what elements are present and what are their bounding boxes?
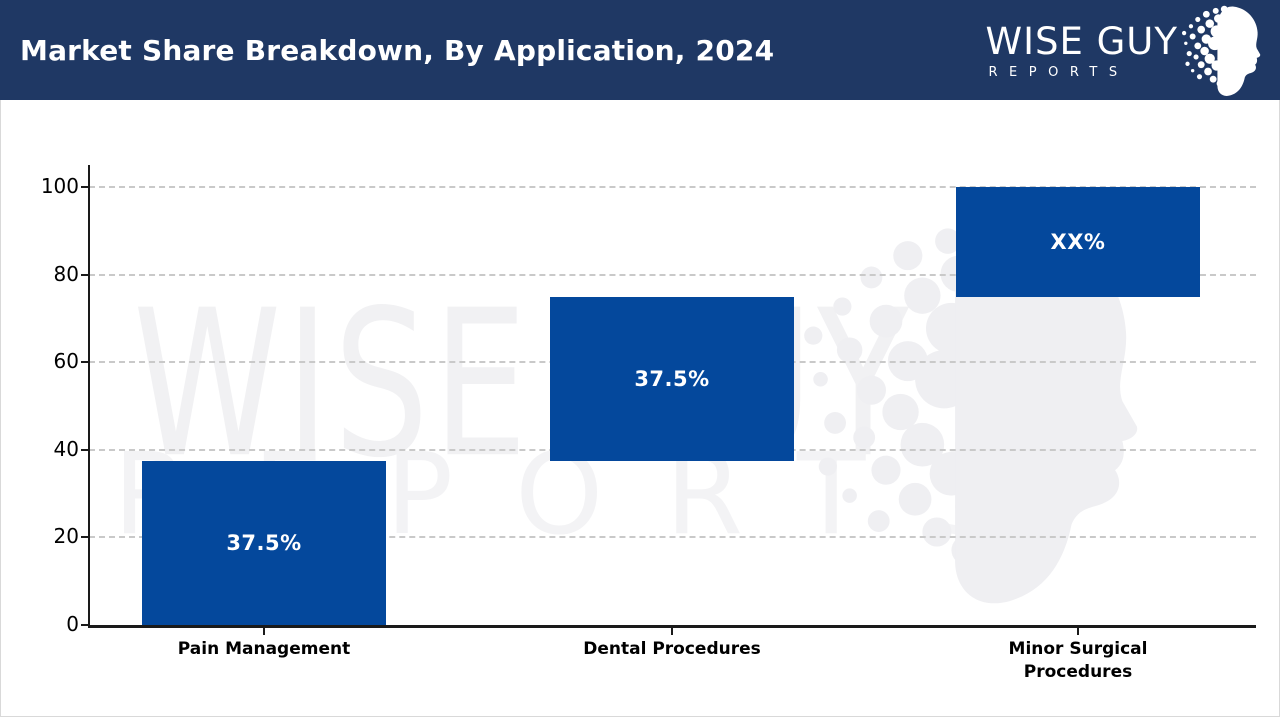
y-tick-label: 20	[53, 524, 79, 549]
x-tick-3	[1077, 628, 1079, 635]
bar-value-label: 37.5%	[634, 366, 710, 391]
y-tick-20	[81, 536, 89, 539]
gridline-80	[89, 273, 1256, 276]
brand-logo: WISE GUY REPORTS	[986, 4, 1268, 98]
logo-wordmark-line2: REPORTS	[988, 64, 1129, 80]
y-tick-label: 80	[53, 261, 79, 286]
page-title: Market Share Breakdown, By Application, …	[20, 33, 775, 67]
bar-2[interactable]: 37.5%	[550, 296, 794, 461]
y-axis-line	[88, 165, 90, 628]
chart-area: WISE GUY REPORTS	[0, 100, 1280, 717]
y-tick-label: 0	[66, 612, 79, 636]
logo-wordmark: WISE GUY REPORTS	[986, 23, 1178, 80]
y-tick-label: 100	[40, 174, 79, 198]
plot: 0 20 40 60 80 100 37.5% 37.5% XX% Pain Management…	[1, 100, 1279, 716]
y-tick-40	[81, 448, 89, 451]
y-tick-80	[81, 273, 89, 276]
y-tick-label: 40	[53, 436, 79, 461]
bar-value-label: 37.5%	[226, 530, 302, 555]
bar-value-label: XX%	[1050, 229, 1106, 254]
y-tick-100	[81, 186, 89, 188]
logo-face-icon	[1181, 5, 1261, 96]
bar-1[interactable]: 37.5%	[142, 460, 386, 625]
gridline-100	[89, 186, 1256, 188]
bar-3[interactable]: XX%	[956, 187, 1200, 297]
x-category-label: Minor Surgical Procedures	[1008, 639, 1148, 682]
y-tick-60	[81, 361, 89, 364]
x-category-label: Dental Procedures	[583, 639, 761, 659]
y-tick-label: 60	[53, 349, 79, 374]
y-tick-0	[81, 624, 89, 626]
x-tick-1	[263, 628, 265, 635]
x-axis-line	[88, 625, 1256, 628]
x-tick-2	[671, 628, 673, 635]
gridline-20	[89, 536, 1256, 539]
logo-wordmark-line1: WISE GUY	[985, 19, 1178, 63]
header: Market Share Breakdown, By Application, …	[0, 0, 1280, 100]
x-category-label: Pain Management	[177, 639, 351, 659]
